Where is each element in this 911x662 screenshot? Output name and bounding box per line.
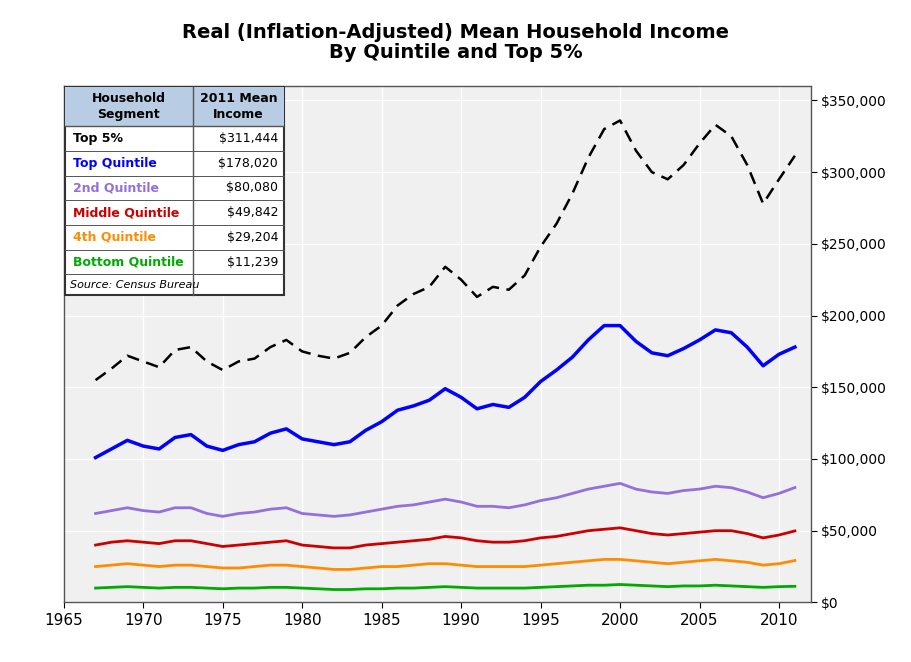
Bar <box>65 87 284 126</box>
Text: $29,204: $29,204 <box>227 231 278 244</box>
Text: Bottom Quintile: Bottom Quintile <box>74 256 184 269</box>
Text: $49,842: $49,842 <box>227 206 278 219</box>
Text: Top Quintile: Top Quintile <box>74 157 158 169</box>
Text: $178,020: $178,020 <box>219 157 278 169</box>
Text: $311,444: $311,444 <box>219 132 278 145</box>
Text: 2011 Mean
Income: 2011 Mean Income <box>200 92 277 121</box>
Text: Household
Segment: Household Segment <box>92 92 166 121</box>
Text: $80,080: $80,080 <box>226 181 278 195</box>
Text: Real (Inflation-Adjusted) Mean Household Income: Real (Inflation-Adjusted) Mean Household… <box>182 23 729 42</box>
Text: Top 5%: Top 5% <box>74 132 124 145</box>
Bar <box>65 87 284 295</box>
Text: 2nd Quintile: 2nd Quintile <box>74 181 159 195</box>
Text: 4th Quintile: 4th Quintile <box>74 231 157 244</box>
Text: Source: Census Bureau: Source: Census Bureau <box>70 280 200 290</box>
Text: $11,239: $11,239 <box>227 256 278 269</box>
Text: Middle Quintile: Middle Quintile <box>74 206 179 219</box>
Text: By Quintile and Top 5%: By Quintile and Top 5% <box>329 43 582 62</box>
